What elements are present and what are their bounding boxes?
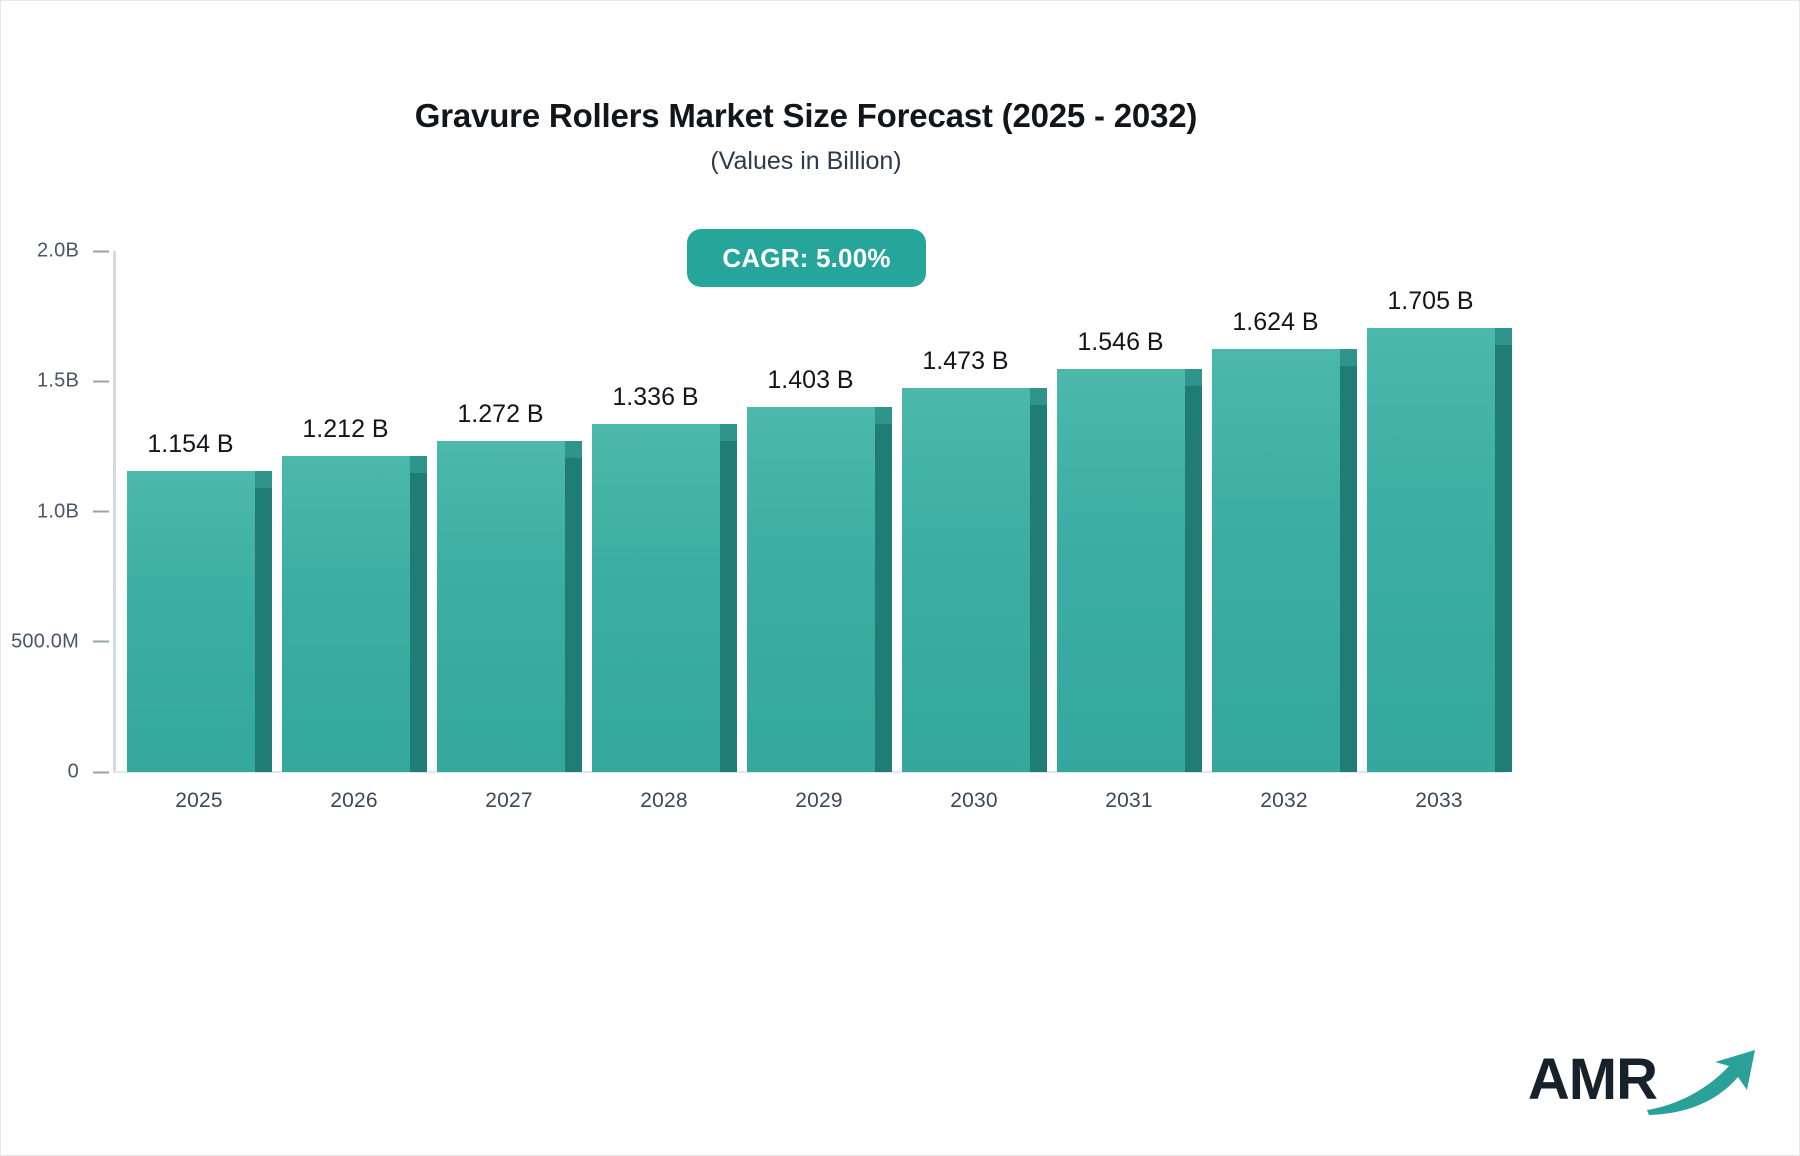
bar[interactable]: 1.336 B <box>591 383 737 772</box>
x-axis-label: 2025 <box>175 789 223 812</box>
bar[interactable]: 1.624 B <box>1211 308 1357 772</box>
chart-subtitle: (Values in Billion) <box>710 147 902 175</box>
page-title: Gravure Rollers Market Size Forecast (20… <box>414 97 1198 134</box>
bar-side-face <box>409 473 427 772</box>
bar-front-face <box>1366 327 1495 772</box>
bar[interactable]: 1.272 B <box>436 400 582 772</box>
bar-value-label: 1.624 B <box>1232 307 1319 336</box>
bar-value-label: 1.212 B <box>302 415 389 444</box>
bar-side-face <box>564 457 582 772</box>
bar-value-label: 1.473 B <box>922 347 1009 376</box>
y-axis-tick-mark <box>93 380 109 383</box>
y-axis-tick: 1.0B <box>1 500 109 523</box>
bar-side-face <box>719 440 737 772</box>
bar-front-face <box>591 423 720 772</box>
y-axis-tick-label: 500.0M <box>11 630 79 653</box>
bar-front-face <box>901 388 1030 772</box>
x-axis-label: 2030 <box>950 789 998 812</box>
y-axis-tick-mark <box>93 771 109 773</box>
bar-value-label: 1.403 B <box>767 365 854 394</box>
bar-side-face <box>1029 405 1047 772</box>
bar-top-face <box>409 456 427 474</box>
y-axis-tick: 1.5B <box>1 370 109 393</box>
growth-arrow-icon <box>1643 1044 1761 1121</box>
x-axis-label: 2029 <box>795 789 843 812</box>
y-axis-tick: 0 <box>1 761 109 784</box>
bar[interactable]: 1.154 B <box>126 430 272 772</box>
bar-side-face <box>1339 365 1357 772</box>
bar[interactable]: 1.212 B <box>281 415 427 772</box>
bar[interactable]: 1.705 B <box>1366 287 1512 772</box>
bar-front-face <box>1211 348 1340 772</box>
cagr-badge: CAGR: 5.00% <box>687 229 926 287</box>
x-axis-label: 2031 <box>1105 789 1153 812</box>
bar-value-label: 1.154 B <box>147 430 234 459</box>
bar-value-label: 1.272 B <box>457 399 544 428</box>
y-axis-tick-mark <box>93 640 109 643</box>
x-axis-label: 2032 <box>1260 789 1308 812</box>
y-axis-tick-label: 1.5B <box>37 369 79 392</box>
y-axis-tick-mark <box>93 250 109 252</box>
y-axis-tick: 2.0B <box>1 240 109 263</box>
bar-front-face <box>746 406 875 772</box>
y-axis-tick-label: 0 <box>67 760 79 783</box>
x-axis-label: 2028 <box>640 789 688 812</box>
x-axis-line <box>113 771 1508 773</box>
bar-value-label: 1.705 B <box>1387 286 1474 315</box>
y-axis-tick: 500.0M <box>1 630 109 653</box>
bar-front-face <box>281 456 410 772</box>
bar-top-face <box>1184 369 1202 387</box>
bar-side-face <box>1184 386 1202 772</box>
logo-wordmark: AMR <box>1527 1046 1658 1112</box>
bar-value-label: 1.546 B <box>1077 328 1164 357</box>
bar-top-face <box>719 423 737 441</box>
y-axis-line <box>113 251 116 773</box>
bar-top-face <box>564 440 582 458</box>
bar-side-face <box>254 488 272 772</box>
bar-top-face <box>254 471 272 489</box>
bar-front-face <box>1056 369 1185 772</box>
bar-side-face <box>874 423 892 772</box>
bar[interactable]: 1.546 B <box>1056 328 1202 772</box>
bar-top-face <box>1494 327 1512 345</box>
bar-front-face <box>126 471 255 772</box>
x-axis-label: 2033 <box>1415 789 1463 812</box>
bar-series: 1.154 B 1.212 B 1.272 B 1.336 B 1.403 B 1.473… <box>113 251 1512 772</box>
bar[interactable]: 1.403 B <box>746 366 892 772</box>
y-axis-tick-label: 1.0B <box>37 500 79 522</box>
amr-logo: AMR <box>1528 1038 1761 1121</box>
bar-front-face <box>436 440 565 772</box>
x-axis-label: 2027 <box>485 789 533 812</box>
y-axis-tick-mark <box>93 510 109 513</box>
bar-value-label: 1.336 B <box>612 382 699 411</box>
bar-top-face <box>1339 348 1357 366</box>
bar-side-face <box>1494 344 1512 772</box>
bar-top-face <box>874 406 892 424</box>
x-axis-label: 2026 <box>330 789 378 812</box>
y-axis-tick-label: 2.0B <box>37 239 79 262</box>
bar-top-face <box>1029 388 1047 406</box>
bar[interactable]: 1.473 B <box>901 347 1047 772</box>
